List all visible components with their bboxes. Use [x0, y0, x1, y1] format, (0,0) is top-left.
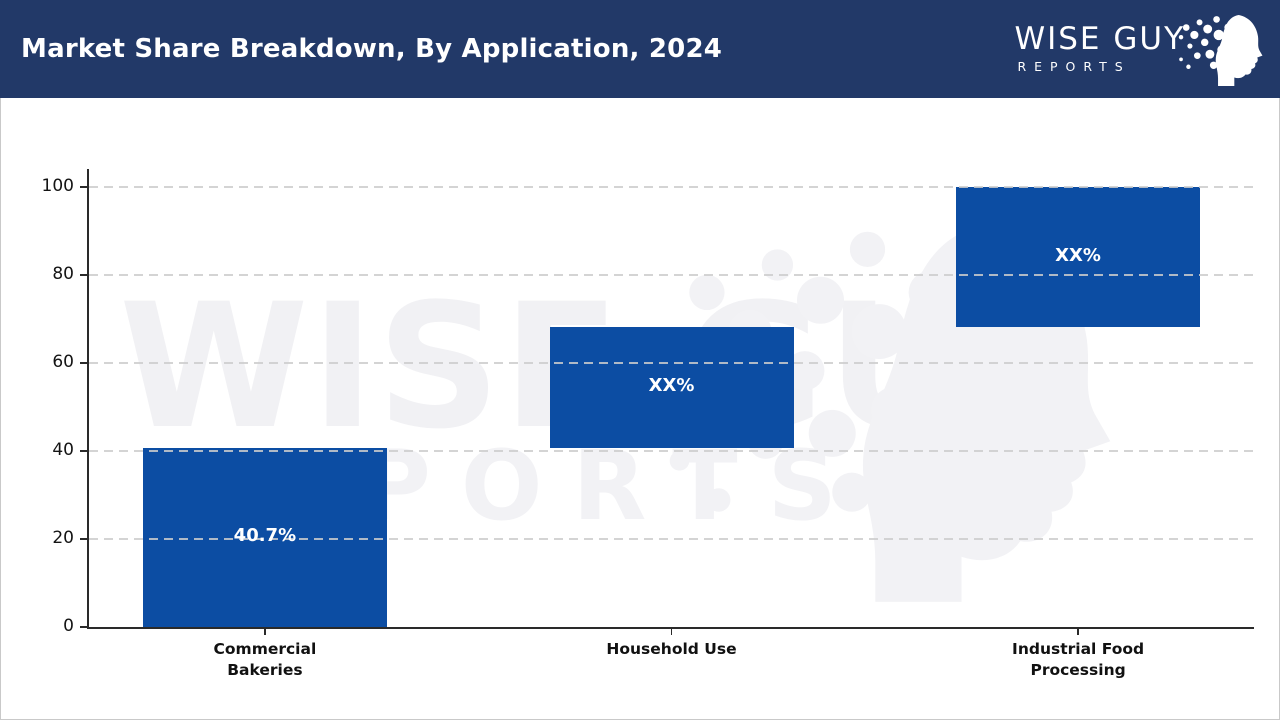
y-tick-mark	[80, 274, 88, 276]
bar-value-label: 40.7%	[233, 525, 297, 547]
wiseguy-face-icon	[1178, 14, 1263, 86]
bar-segment-3	[956, 187, 1201, 327]
y-tick-mark	[80, 186, 88, 188]
gridline-60	[89, 362, 1254, 364]
gridline-100	[89, 186, 1254, 188]
x-category-label: Commercial Bakeries	[213, 640, 317, 679]
y-axis-line	[87, 169, 89, 629]
y-tick-mark	[80, 538, 88, 540]
y-tick-label: 80	[52, 264, 74, 284]
gridline-40	[89, 450, 1254, 452]
logo-brand-bottom: REPORTS	[1017, 59, 1131, 74]
bar-segment-1	[142, 447, 387, 627]
chart-area: WISE GUY REPORTS 0 20 40 60 80 100 40.7% Commer…	[1, 98, 1279, 719]
plot-area: 0 20 40 60 80 100 40.7% Commercial Bakeries XX% H…	[42, 169, 1255, 679]
header-bar: Market Share Breakdown, By Application, …	[0, 0, 1280, 98]
y-tick-label: 40	[52, 440, 74, 460]
logo-brand-top: WISE GUY	[1014, 21, 1185, 57]
x-category-label: Household Use	[606, 640, 737, 658]
gridline-80	[89, 274, 1254, 276]
logo-text: WISE GUY REPORTS	[1014, 21, 1185, 75]
chart-title: Market Share Breakdown, By Application, …	[21, 34, 723, 64]
y-tick-label: 20	[52, 528, 74, 548]
x-axis-line	[87, 627, 1255, 629]
x-tick-mark	[1077, 627, 1079, 635]
x-category-label: Industrial Food Processing	[1012, 640, 1145, 679]
y-tick-label: 100	[41, 176, 74, 196]
y-tick-label: 0	[63, 616, 74, 636]
gridline-20	[89, 538, 1254, 540]
y-tick-label: 60	[52, 352, 74, 372]
bar-value-label: XX%	[648, 375, 695, 397]
bar-segment-2	[549, 326, 794, 448]
wiseguy-logo: WISE GUY REPORTS	[1014, 12, 1267, 86]
x-tick-mark	[670, 627, 673, 635]
y-tick-mark	[80, 626, 88, 628]
bar-value-label: XX%	[1055, 244, 1101, 266]
y-tick-mark	[80, 450, 88, 452]
x-tick-mark	[264, 627, 266, 635]
y-tick-mark	[80, 362, 88, 364]
